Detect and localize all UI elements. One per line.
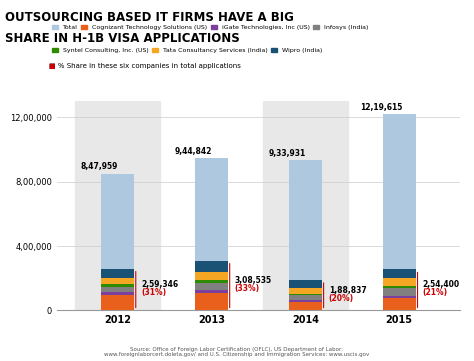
Bar [289,294,322,295]
Text: 1,88,837: 1,88,837 [329,286,366,305]
Text: Source: Office of Foreign Labor Certification (OFLC), US Department of Labor:
ww: Source: Office of Foreign Labor Certific… [104,347,370,357]
Bar [195,290,228,293]
Text: 3,08,535: 3,08,535 [235,276,272,295]
Text: (33%): (33%) [235,284,260,293]
Bar [289,280,322,288]
Bar [195,293,228,310]
Bar [195,272,228,280]
Bar [383,288,416,296]
Text: (20%): (20%) [329,293,354,303]
Bar [75,101,160,310]
Bar [357,101,441,310]
Text: 2,54,400: 2,54,400 [423,280,460,300]
Text: 9,33,931: 9,33,931 [269,149,306,158]
Text: ■ % Share in these six companies in total applications: ■ % Share in these six companies in tota… [49,64,241,69]
Bar [383,278,416,286]
Bar [101,269,134,278]
Text: 12,19,615: 12,19,615 [360,103,402,112]
Text: (31%): (31%) [141,288,166,297]
Text: 2,59,346: 2,59,346 [141,280,178,299]
Bar [101,174,134,310]
Bar [383,114,416,310]
Bar [169,101,254,310]
Bar [101,278,134,284]
Bar [101,292,134,295]
Bar [289,288,322,294]
Bar [101,284,134,287]
Bar [289,302,322,310]
Bar [289,300,322,302]
Text: (21%): (21%) [423,288,448,297]
Bar [289,295,322,300]
Bar [101,287,134,292]
Bar [195,283,228,290]
Text: 9,44,842: 9,44,842 [175,147,212,156]
Bar [289,160,322,310]
Bar [383,269,416,278]
Text: ■: ■ [49,64,55,69]
Bar [195,158,228,310]
Bar [383,299,416,310]
Legend: Syntel Consulting, Inc. (US), Tata Consultancy Services (India), Wipro (India): Syntel Consulting, Inc. (US), Tata Consu… [52,48,323,53]
Bar [195,261,228,272]
Text: SHARE IN H-1B VISA APPLICATIONS: SHARE IN H-1B VISA APPLICATIONS [5,32,239,45]
Bar [101,295,134,310]
Text: 8,47,959: 8,47,959 [81,162,118,171]
Text: OUTSOURCING BASED IT FIRMS HAVE A BIG: OUTSOURCING BASED IT FIRMS HAVE A BIG [5,11,293,24]
Bar [383,296,416,299]
Bar [383,286,416,288]
Bar [195,280,228,283]
Bar [263,101,347,310]
